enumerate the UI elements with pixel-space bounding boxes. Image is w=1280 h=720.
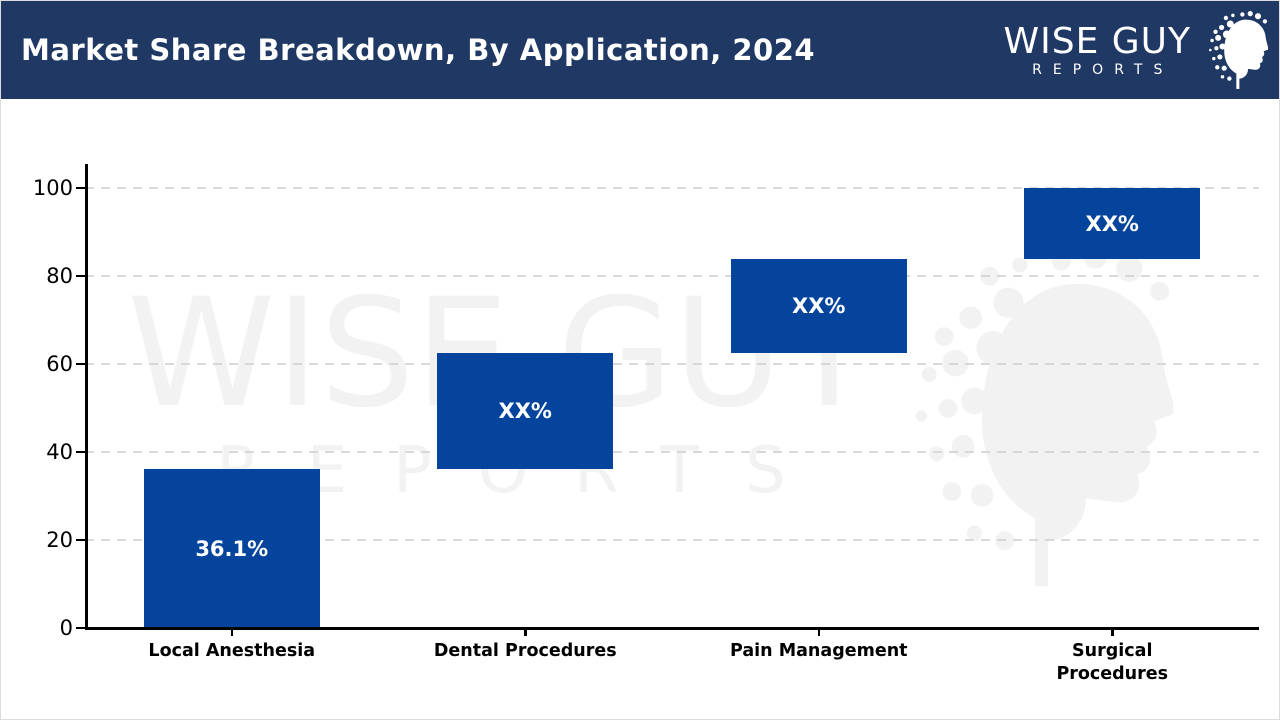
y-tick-label: 20: [46, 528, 73, 552]
x-category-label: Local Anesthesia: [122, 640, 342, 663]
page-title: Market Share Breakdown, By Application, …: [21, 33, 816, 67]
x-category-label-line: Dental Procedures: [433, 641, 617, 661]
x-category-label-line: Procedures: [1056, 664, 1169, 684]
gridline: [85, 363, 1259, 365]
x-tick: [524, 628, 527, 636]
x-category-label: Pain Management: [709, 640, 929, 663]
y-axis-spine: [85, 164, 88, 630]
bar-value-label: XX%: [792, 294, 846, 319]
y-tick: [76, 539, 85, 541]
y-tick-label: 0: [59, 616, 73, 640]
bar-surgical-procedures: XX%: [1024, 188, 1201, 260]
gridline: [85, 275, 1259, 277]
header: Market Share Breakdown, By Application, …: [1, 1, 1279, 99]
y-tick: [76, 363, 85, 365]
wiseguy-logo: WISE GUY REPORTS: [1004, 8, 1272, 92]
y-tick: [76, 627, 85, 629]
wiseguy-logo-subtitle: REPORTS: [1032, 61, 1174, 78]
y-tick: [76, 275, 85, 277]
x-tick: [817, 628, 821, 636]
y-tick: [76, 451, 85, 453]
x-axis-spine: [85, 627, 1259, 630]
y-tick-label: 60: [46, 352, 73, 376]
bar-local-anesthesia: 36.1%: [143, 469, 320, 628]
x-tick: [1111, 628, 1114, 636]
x-tick: [230, 628, 234, 636]
wiseguy-head-icon: [1209, 11, 1269, 89]
x-category-label-line: Pain Management: [729, 641, 908, 661]
bar-value-label: XX%: [498, 399, 552, 424]
bar-pain-management: XX%: [730, 259, 907, 354]
x-category-label-line: Surgical: [1072, 641, 1153, 661]
x-category-label: Surgical Procedures: [1002, 640, 1222, 686]
wiseguy-logo-text: WISE GUY REPORTS: [1003, 20, 1192, 78]
gridline: [85, 451, 1259, 453]
x-category-label-line: Local Anesthesia: [148, 641, 316, 661]
y-tick-label: 100: [32, 176, 73, 200]
gridline: [85, 187, 1259, 189]
y-tick-label: 80: [46, 264, 73, 288]
bar-dental-procedures: XX%: [437, 353, 614, 470]
bar-value-label: XX%: [1085, 211, 1139, 236]
watermark-head-icon: [915, 246, 1174, 586]
bar-value-label: 36.1%: [195, 536, 269, 561]
y-tick-label: 40: [46, 440, 73, 464]
wiseguy-logo-name: WISE GUY: [1003, 20, 1191, 62]
x-category-label: Dental Procedures: [415, 640, 635, 663]
gridline: [85, 539, 1259, 541]
y-tick: [76, 187, 85, 189]
